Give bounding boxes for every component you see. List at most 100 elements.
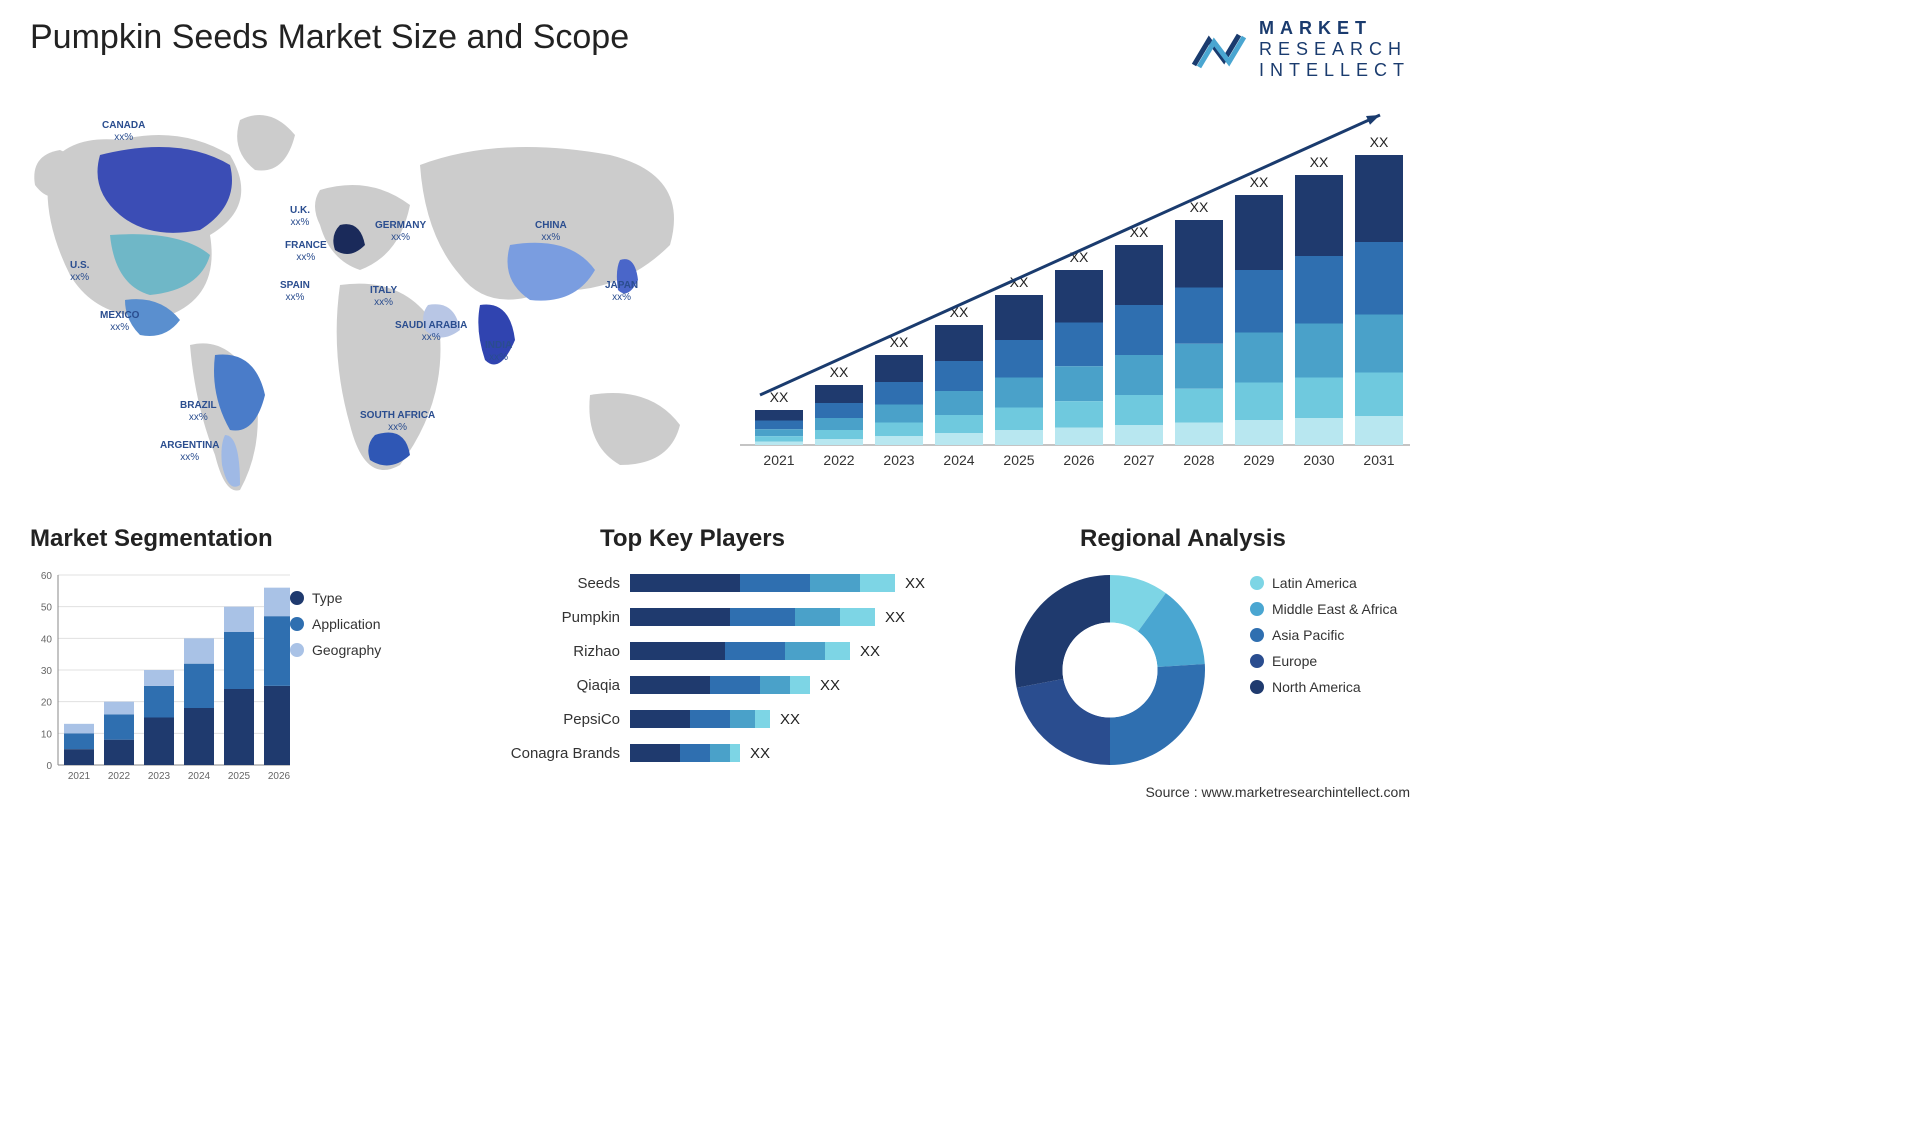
legend-dot-icon — [1250, 628, 1264, 642]
player-bar-segment — [630, 676, 710, 694]
map-country-pct: xx% — [485, 352, 512, 364]
map-country-pct: xx% — [290, 217, 310, 229]
player-bar-segment — [630, 744, 680, 762]
player-bar-segment — [690, 710, 730, 728]
player-bar-segment — [630, 710, 690, 728]
world-map: CANADAxx%U.S.xx%MEXICOxx%BRAZILxx%ARGENT… — [30, 95, 710, 495]
legend-dot-icon — [1250, 654, 1264, 668]
legend-item: Application — [290, 616, 430, 632]
bar-year-label: 2029 — [1243, 452, 1274, 468]
map-country-pct: xx% — [370, 297, 397, 309]
map-country-pct: xx% — [100, 322, 139, 334]
brand-line3: INTELLECT — [1259, 60, 1410, 81]
bar-year-label: 2021 — [763, 452, 794, 468]
legend-label: Europe — [1272, 653, 1317, 669]
player-bar-segment — [730, 710, 755, 728]
segmentation-legend: TypeApplicationGeography — [290, 590, 430, 668]
bar-top-label: XX — [770, 389, 789, 405]
svg-text:40: 40 — [41, 634, 53, 645]
bar-top-label: XX — [1310, 154, 1329, 170]
map-country-pct: xx% — [395, 332, 467, 344]
player-bar-segment — [725, 642, 785, 660]
map-label: ARGENTINAxx% — [160, 440, 219, 464]
map-country-name: BRAZIL — [180, 400, 217, 412]
legend-item: Asia Pacific — [1250, 627, 1420, 643]
bar-top-label: XX — [1370, 134, 1389, 150]
player-name: Rizhao — [500, 643, 630, 660]
legend-label: Latin America — [1272, 575, 1357, 591]
brand-logo: MARKET RESEARCH INTELLECT — [1189, 18, 1410, 81]
svg-text:20: 20 — [41, 698, 53, 709]
map-country-name: ARGENTINA — [160, 440, 219, 452]
legend-dot-icon — [290, 591, 304, 605]
legend-dot-icon — [290, 643, 304, 657]
legend-item: Latin America — [1250, 575, 1420, 591]
player-bar-segment — [730, 744, 740, 762]
player-bar — [630, 608, 875, 626]
brand-line1: MARKET — [1259, 18, 1410, 39]
map-label: GERMANYxx% — [375, 220, 426, 244]
svg-text:0: 0 — [46, 761, 52, 772]
map-country-name: SOUTH AFRICA — [360, 410, 435, 422]
legend-label: Geography — [312, 642, 381, 658]
player-value: XX — [885, 609, 905, 626]
map-country-name: FRANCE — [285, 240, 327, 252]
player-bar-segment — [710, 744, 730, 762]
player-bar-segment — [825, 642, 850, 660]
map-label: U.S.xx% — [70, 260, 89, 284]
player-bar-segment — [630, 642, 725, 660]
player-bar-segment — [630, 608, 730, 626]
seg-year-label: 2024 — [188, 771, 211, 782]
seg-year-label: 2023 — [148, 771, 171, 782]
bar-year-label: 2028 — [1183, 452, 1214, 468]
player-value: XX — [905, 575, 925, 592]
regional-donut-svg — [1000, 560, 1220, 780]
map-label: INDIAxx% — [485, 340, 512, 364]
player-bar-segment — [785, 642, 825, 660]
player-bar-segment — [755, 710, 770, 728]
legend-label: Asia Pacific — [1272, 627, 1344, 643]
player-name: Seeds — [500, 575, 630, 592]
map-label: CANADAxx% — [102, 120, 145, 144]
seg-year-label: 2022 — [108, 771, 131, 782]
player-bar-segment — [790, 676, 810, 694]
legend-dot-icon — [290, 617, 304, 631]
svg-text:30: 30 — [41, 666, 53, 677]
segmentation-svg: 0102030405060202120222023202420252026 — [30, 565, 290, 785]
player-bar-segment — [710, 676, 760, 694]
brand-logo-icon — [1189, 25, 1249, 75]
legend-label: North America — [1272, 679, 1361, 695]
legend-label: Application — [312, 616, 381, 632]
legend-label: Middle East & Africa — [1272, 601, 1397, 617]
source-text: Source : www.marketresearchintellect.com — [1145, 784, 1410, 800]
player-row: Rizhao XX — [500, 638, 980, 664]
map-country-pct: xx% — [160, 452, 219, 464]
map-country-name: GERMANY — [375, 220, 426, 232]
player-bar-segment — [840, 608, 875, 626]
svg-text:60: 60 — [41, 571, 53, 582]
player-value: XX — [860, 643, 880, 660]
player-bar-segment — [795, 608, 840, 626]
player-row: PumpkinXX — [500, 604, 980, 630]
player-bar-segment — [860, 574, 895, 592]
player-row: QiaqiaXX — [500, 672, 980, 698]
player-bar — [630, 642, 850, 660]
map-country-name: JAPAN — [605, 280, 638, 292]
bar-top-label: XX — [1250, 174, 1269, 190]
map-country-pct: xx% — [280, 292, 310, 304]
segmentation-heading: Market Segmentation — [30, 525, 273, 553]
map-country-name: MEXICO — [100, 310, 139, 322]
map-country-pct: xx% — [375, 232, 426, 244]
seg-year-label: 2026 — [268, 771, 290, 782]
map-country-pct: xx% — [180, 412, 217, 424]
map-country-name: CHINA — [535, 220, 567, 232]
seg-year-label: 2025 — [228, 771, 251, 782]
map-country-pct: xx% — [285, 252, 327, 264]
map-label: SAUDI ARABIAxx% — [395, 320, 467, 344]
bar-year-label: 2024 — [943, 452, 974, 468]
map-country-name: U.S. — [70, 260, 89, 272]
map-label: BRAZILxx% — [180, 400, 217, 424]
player-bar — [630, 744, 740, 762]
bar-year-label: 2031 — [1363, 452, 1394, 468]
player-name: Conagra Brands — [500, 745, 630, 762]
